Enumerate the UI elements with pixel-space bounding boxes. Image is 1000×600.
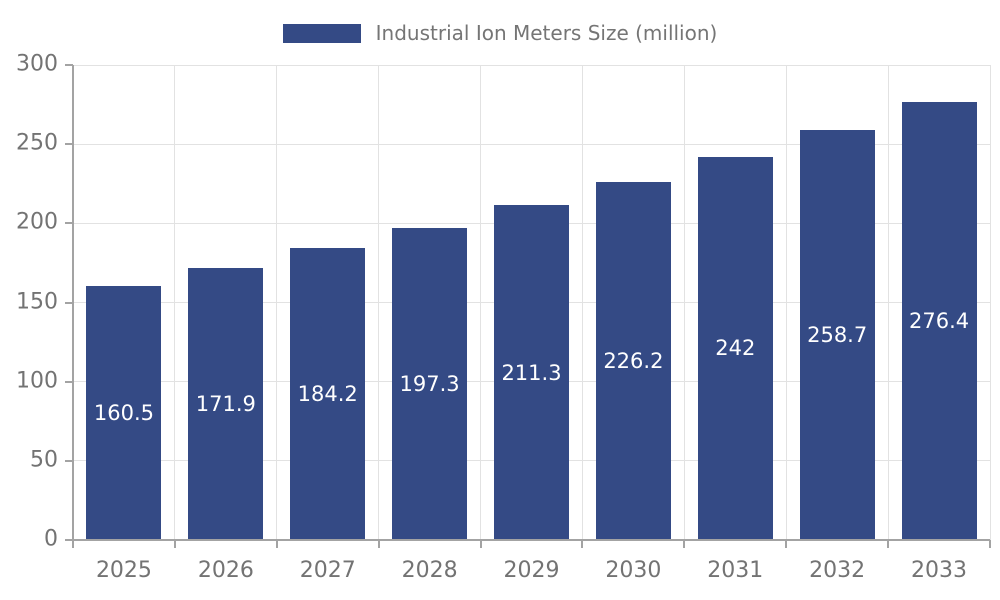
y-tick-label: 0 xyxy=(44,526,58,552)
x-gridline xyxy=(174,65,176,540)
bar xyxy=(188,267,264,540)
x-tick-label: 2027 xyxy=(299,558,356,583)
bar-value-label: 276.4 xyxy=(908,309,970,334)
x-tick-mark xyxy=(989,540,991,548)
bar-value-label: 197.3 xyxy=(399,371,460,396)
x-tick-mark xyxy=(581,540,584,548)
y-gridline xyxy=(73,143,990,145)
x-tick-mark xyxy=(173,540,176,548)
x-tick-label: 2031 xyxy=(707,558,764,583)
chart-legend: Industrial Ion Meters Size (million) xyxy=(0,20,1000,46)
y-tick-mark xyxy=(65,459,73,462)
bar-value-label: 211.3 xyxy=(501,360,562,385)
x-axis-line xyxy=(72,539,990,541)
y-tick-label: 50 xyxy=(30,447,58,473)
x-gridline xyxy=(785,65,787,540)
y-tick-mark xyxy=(65,301,73,304)
bar-value-label: 226.2 xyxy=(603,348,664,373)
x-gridline xyxy=(989,65,991,540)
bar-value-label: 242 xyxy=(715,336,756,361)
x-gridline xyxy=(581,65,583,540)
y-tick-mark xyxy=(65,64,73,66)
bar xyxy=(799,130,875,540)
bar-value-label: 160.5 xyxy=(93,400,154,425)
x-tick-label: 2033 xyxy=(911,558,968,583)
legend-swatch xyxy=(282,23,361,43)
y-tick-label: 150 xyxy=(16,289,58,315)
y-tick-label: 250 xyxy=(16,130,58,156)
x-tick-mark xyxy=(275,540,278,548)
x-tick-mark xyxy=(785,540,788,548)
x-gridline xyxy=(276,65,278,540)
bar xyxy=(392,227,468,540)
x-tick-mark xyxy=(887,540,890,548)
y-tick-mark xyxy=(65,143,73,146)
x-gridline xyxy=(683,65,685,540)
x-gridline xyxy=(480,65,482,540)
y-tick-label: 100 xyxy=(16,368,58,394)
x-tick-label: 2028 xyxy=(401,558,458,583)
bar xyxy=(697,156,773,540)
legend-label: Industrial Ion Meters Size (million) xyxy=(375,21,718,45)
x-gridline xyxy=(887,65,889,540)
y-tick-label: 200 xyxy=(16,209,58,235)
x-tick-mark xyxy=(683,540,686,548)
bar-value-label: 258.7 xyxy=(807,323,868,348)
y-gridline xyxy=(73,64,990,66)
bar xyxy=(901,102,977,540)
y-tick-mark xyxy=(65,539,73,541)
x-tick-mark xyxy=(377,540,380,548)
y-axis-line xyxy=(72,65,74,541)
bar xyxy=(595,181,671,540)
bar xyxy=(494,205,569,540)
bar xyxy=(290,248,366,540)
y-tick-mark xyxy=(65,380,73,383)
x-tick-label: 2032 xyxy=(809,558,866,583)
bar-value-label: 184.2 xyxy=(297,382,358,407)
x-gridline xyxy=(378,65,380,540)
bar-value-label: 171.9 xyxy=(195,391,256,416)
x-tick-mark xyxy=(479,540,482,548)
y-tick-mark xyxy=(65,222,73,225)
y-tick-label: 300 xyxy=(16,51,58,77)
x-tick-label: 2030 xyxy=(605,558,662,583)
x-tick-label: 2029 xyxy=(503,558,560,583)
x-tick-label: 2025 xyxy=(95,558,152,583)
x-tick-label: 2026 xyxy=(197,558,254,583)
bar xyxy=(86,285,162,540)
x-tick-mark xyxy=(72,540,74,548)
